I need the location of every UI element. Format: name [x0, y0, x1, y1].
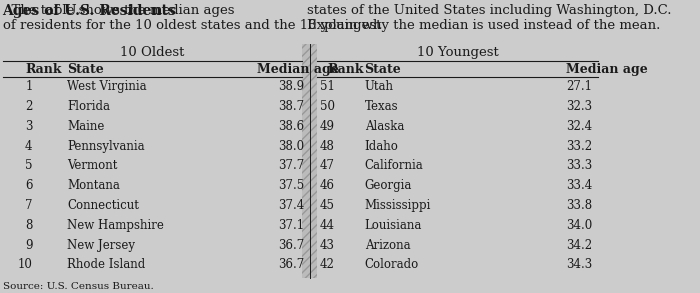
Bar — [302, 44, 317, 278]
Text: 7: 7 — [25, 199, 33, 212]
Text: 37.5: 37.5 — [279, 179, 304, 192]
Text: Connecticut: Connecticut — [67, 199, 139, 212]
Text: 47: 47 — [320, 159, 335, 173]
Text: 34.3: 34.3 — [566, 258, 592, 272]
Text: Mississippi: Mississippi — [365, 199, 431, 212]
Text: 33.2: 33.2 — [566, 140, 592, 153]
Text: 49: 49 — [320, 120, 335, 133]
Text: 38.6: 38.6 — [279, 120, 304, 133]
Text: Alaska: Alaska — [365, 120, 404, 133]
Text: 37.1: 37.1 — [279, 219, 304, 232]
Text: Rank: Rank — [328, 63, 364, 76]
Text: Rhode Island: Rhode Island — [67, 258, 145, 272]
Text: California: California — [365, 159, 423, 173]
Text: 45: 45 — [320, 199, 335, 212]
Text: 6: 6 — [25, 179, 33, 192]
Text: Georgia: Georgia — [365, 179, 412, 192]
Text: 10 Oldest: 10 Oldest — [120, 45, 185, 59]
Text: 33.3: 33.3 — [566, 159, 592, 173]
Text: 51: 51 — [320, 80, 335, 93]
Text: 32.3: 32.3 — [566, 100, 592, 113]
Text: Idaho: Idaho — [365, 140, 398, 153]
Text: 37.4: 37.4 — [279, 199, 304, 212]
Text: 43: 43 — [320, 239, 335, 252]
Text: Louisiana: Louisiana — [365, 219, 422, 232]
Text: 3: 3 — [25, 120, 33, 133]
Text: 5: 5 — [25, 159, 33, 173]
Text: 10: 10 — [18, 258, 33, 272]
Text: Pennsylvania: Pennsylvania — [67, 140, 144, 153]
Text: 46: 46 — [320, 179, 335, 192]
Text: 27.1: 27.1 — [566, 80, 592, 93]
Text: West Virginia: West Virginia — [67, 80, 146, 93]
Text: Vermont: Vermont — [67, 159, 118, 173]
Text: Median age: Median age — [258, 63, 339, 76]
Text: New Hampshire: New Hampshire — [67, 219, 164, 232]
Text: Median age: Median age — [566, 63, 648, 76]
Text: 8: 8 — [25, 219, 33, 232]
Text: 1: 1 — [25, 80, 33, 93]
Text: 33.4: 33.4 — [566, 179, 592, 192]
Text: Colorado: Colorado — [365, 258, 419, 272]
Text: Utah: Utah — [365, 80, 393, 93]
Text: Rank: Rank — [26, 63, 62, 76]
Text: Arizona: Arizona — [365, 239, 410, 252]
Text: Ages of U.S. Residents: Ages of U.S. Residents — [3, 4, 176, 18]
Text: 9: 9 — [25, 239, 33, 252]
Text: Source: U.S. Census Bureau.: Source: U.S. Census Bureau. — [3, 282, 153, 291]
Text: 36.7: 36.7 — [279, 258, 304, 272]
Text: 50: 50 — [320, 100, 335, 113]
Text: Florida: Florida — [67, 100, 110, 113]
Text: The table shows the median ages
of residents for the 10 oldest states and the 10: The table shows the median ages of resid… — [3, 4, 381, 32]
Text: State: State — [67, 63, 104, 76]
Text: 38.7: 38.7 — [279, 100, 304, 113]
Text: 4: 4 — [25, 140, 33, 153]
Text: 37.7: 37.7 — [279, 159, 304, 173]
Text: 32.4: 32.4 — [566, 120, 592, 133]
Text: 33.8: 33.8 — [566, 199, 592, 212]
Text: Texas: Texas — [365, 100, 398, 113]
Text: states of the United States including Washington, D.C.
Explain why the median is: states of the United States including Wa… — [307, 4, 671, 32]
Text: 48: 48 — [320, 140, 335, 153]
Text: Montana: Montana — [67, 179, 120, 192]
Text: Maine: Maine — [67, 120, 104, 133]
Text: New Jersey: New Jersey — [67, 239, 135, 252]
Text: 2: 2 — [25, 100, 33, 113]
Text: State: State — [365, 63, 401, 76]
Text: 34.0: 34.0 — [566, 219, 592, 232]
Text: 38.0: 38.0 — [279, 140, 304, 153]
Text: 38.9: 38.9 — [279, 80, 304, 93]
Text: 34.2: 34.2 — [566, 239, 592, 252]
Text: 36.7: 36.7 — [279, 239, 304, 252]
Text: 10 Youngest: 10 Youngest — [416, 45, 498, 59]
Text: 42: 42 — [320, 258, 335, 272]
Text: 44: 44 — [320, 219, 335, 232]
